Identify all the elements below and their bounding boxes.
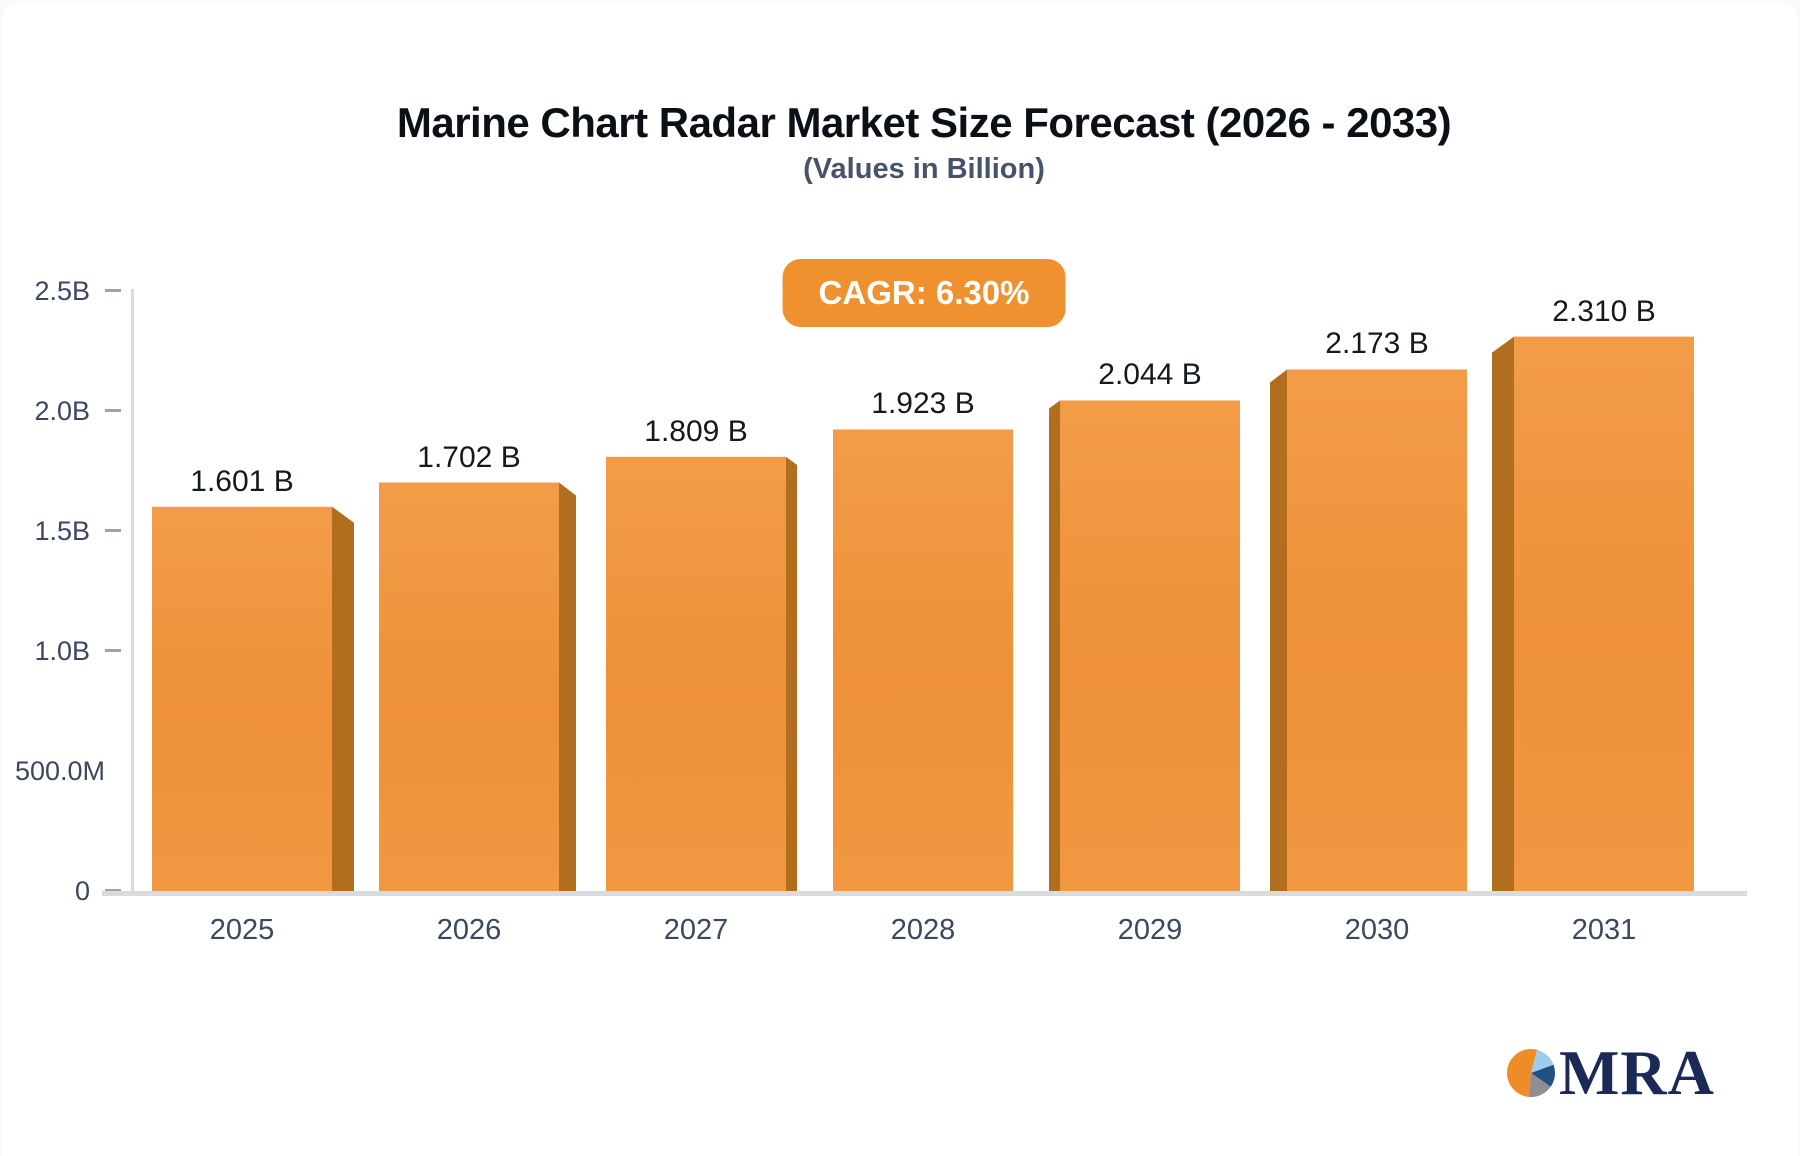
x-axis-label-2031: 2031 xyxy=(1571,914,1637,946)
chart-title: Marine Chart Radar Market Size Forecast … xyxy=(396,99,1452,146)
logo-pie-slice-gray xyxy=(1528,1073,1551,1098)
bar-value-label-2026: 1.702 B xyxy=(417,440,521,474)
bar-2027[interactable] xyxy=(606,456,786,891)
y-axis-tick xyxy=(105,529,121,532)
bar-side-2030 xyxy=(1270,369,1287,892)
y-axis-label: 2.0B xyxy=(34,396,90,426)
logo-text: MRA xyxy=(1559,1037,1715,1108)
bar-value-label-2031: 2.310 B xyxy=(1552,294,1656,328)
x-axis-label-2027: 2027 xyxy=(663,914,729,946)
logo-pie-slice-navy xyxy=(1531,1064,1555,1087)
y-axis-tick xyxy=(105,889,121,892)
logo: MRA xyxy=(1505,1037,1715,1108)
cagr-badge: CAGR: 6.30% xyxy=(782,259,1066,327)
y-axis-label: 0 xyxy=(74,876,90,906)
logo-pie-slice-lightblue xyxy=(1531,1049,1554,1073)
bar-value-label-2028: 1.923 B xyxy=(871,387,975,421)
y-axis-label: 2.5B xyxy=(34,276,90,306)
x-axis-label-2025: 2025 xyxy=(209,914,275,946)
x-axis-label-2029: 2029 xyxy=(1117,914,1183,946)
bar-2028[interactable] xyxy=(833,429,1013,891)
bar-value-label-2030: 2.173 B xyxy=(1325,327,1429,361)
bar-chart-plot-area: 2.5B 2.0B 1.5B 1.0B 500.0M 0 1.601 B 2025 1.702 … xyxy=(2,3,1800,1156)
bar-2029[interactable] xyxy=(1060,400,1240,891)
bar-side-2029 xyxy=(1049,400,1060,891)
y-axis-line xyxy=(131,289,134,896)
x-axis-label-2030: 2030 xyxy=(1344,914,1410,946)
bar-2030[interactable] xyxy=(1287,369,1467,892)
x-axis-label-2028: 2028 xyxy=(890,914,956,946)
y-axis-tick xyxy=(105,409,121,412)
y-axis-tick xyxy=(105,649,121,652)
bar-side-2025 xyxy=(332,506,354,891)
bar-side-2031 xyxy=(1492,336,1514,892)
bar-2026[interactable] xyxy=(379,482,559,891)
chart-card: Marine Chart Radar Market Size Forecast … xyxy=(2,3,1798,1156)
chart-subtitle: (Values in Billion) xyxy=(803,153,1045,185)
x-axis-line xyxy=(102,891,1747,896)
bar-side-2027 xyxy=(786,456,797,891)
logo-pie-slice-orange xyxy=(1506,1049,1538,1097)
x-axis-label-2026: 2026 xyxy=(436,914,502,946)
bar-2025[interactable] xyxy=(152,506,332,891)
y-axis-label: 1.5B xyxy=(34,516,90,546)
bar-value-label-2025: 1.601 B xyxy=(190,464,294,498)
bar-2031[interactable] xyxy=(1514,336,1694,892)
bar-side-2026 xyxy=(559,482,576,891)
bar-value-label-2029: 2.044 B xyxy=(1098,358,1202,392)
y-axis-label: 500.0M xyxy=(14,756,105,786)
bar-value-label-2027: 1.809 B xyxy=(644,414,748,448)
logo-pie-icon xyxy=(1506,1049,1555,1098)
y-axis-tick xyxy=(105,289,121,292)
bar-chart-canvas xyxy=(102,289,1747,896)
y-axis-label: 1.0B xyxy=(34,636,90,666)
